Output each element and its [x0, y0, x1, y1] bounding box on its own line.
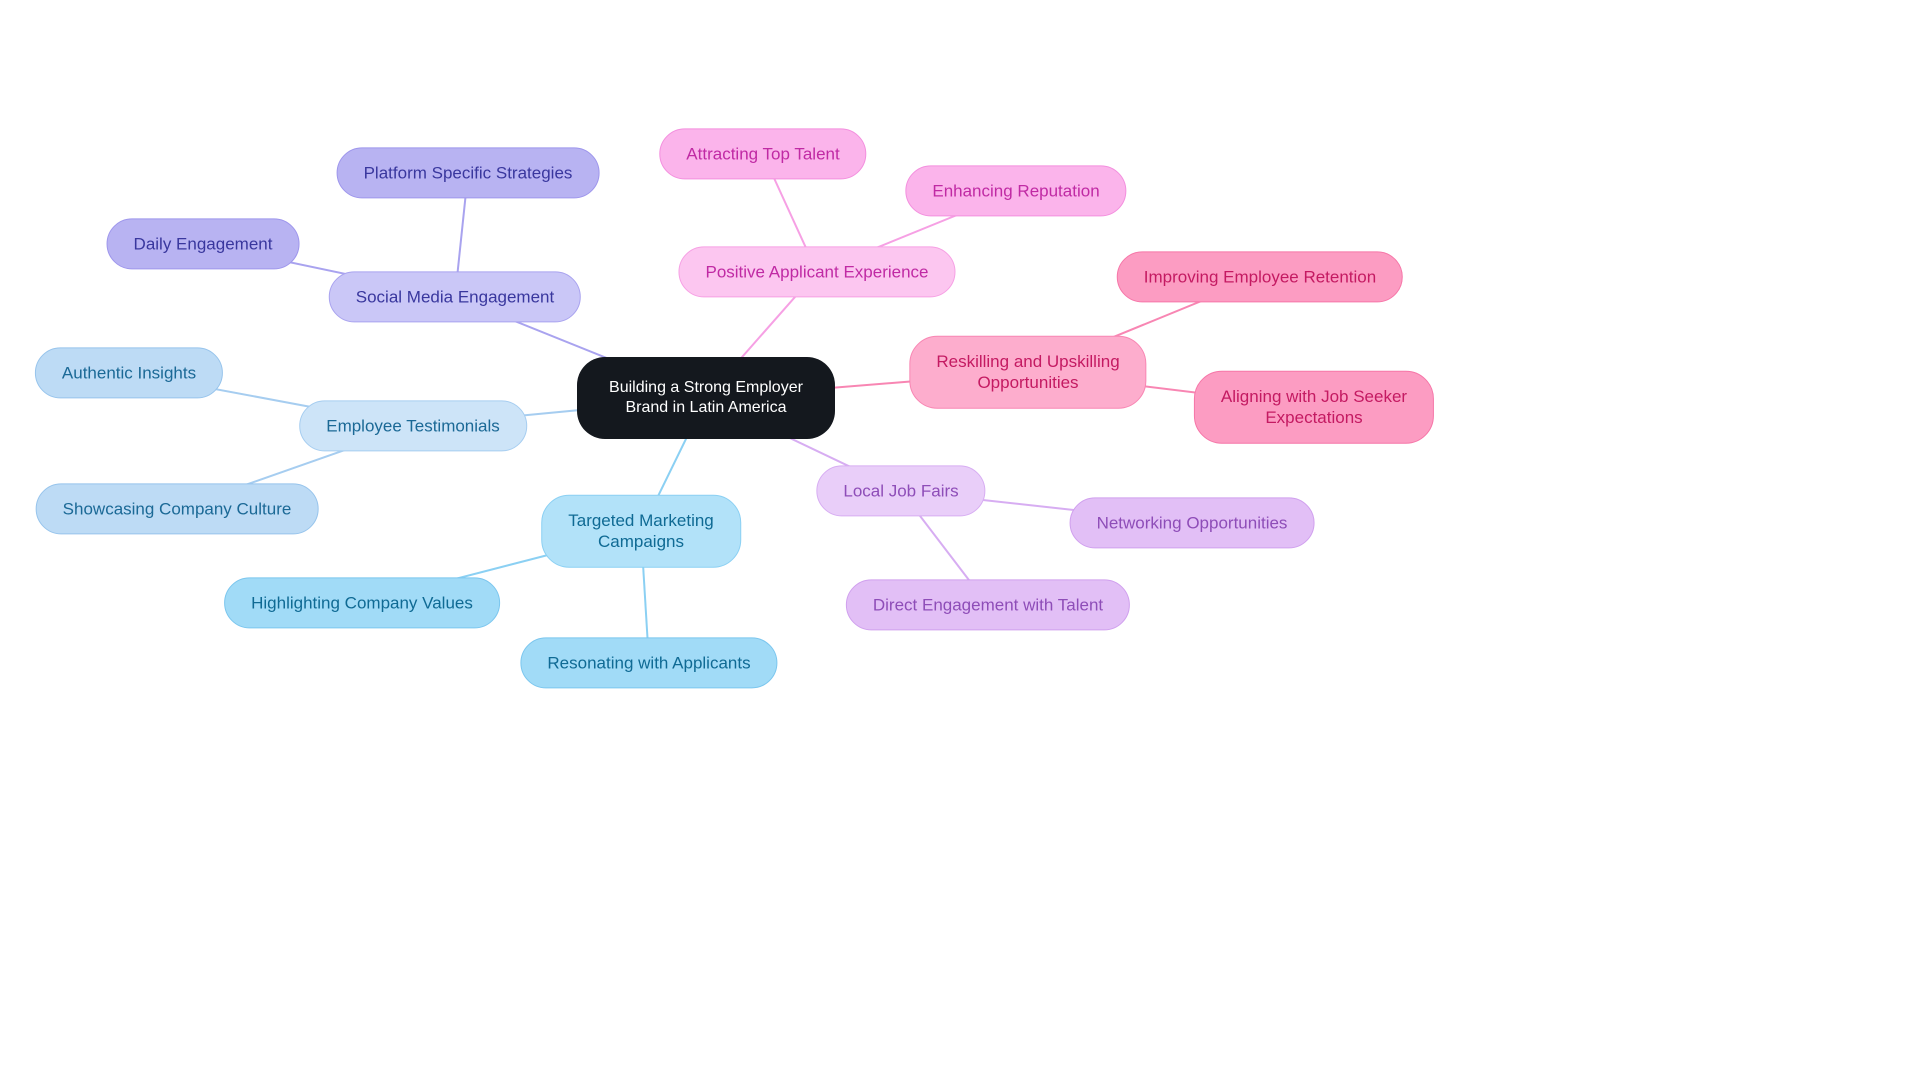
node-label: Employee Testimonials [326, 415, 500, 436]
node-resonating: Resonating with Applicants [520, 637, 777, 688]
node-label: Targeted MarketingCampaigns [568, 510, 714, 553]
node-insights: Authentic Insights [35, 347, 223, 398]
node-jobfairs: Local Job Fairs [816, 465, 985, 516]
node-label: Showcasing Company Culture [63, 498, 292, 519]
node-experience: Positive Applicant Experience [678, 246, 955, 297]
node-label: Authentic Insights [62, 362, 196, 383]
node-daily: Daily Engagement [107, 218, 300, 269]
node-label: Direct Engagement with Talent [873, 594, 1103, 615]
node-label: Highlighting Company Values [251, 592, 473, 613]
node-platform: Platform Specific Strategies [337, 147, 600, 198]
edge-layer [0, 0, 1920, 1083]
node-direct: Direct Engagement with Talent [846, 579, 1130, 630]
node-root: Building a Strong EmployerBrand in Latin… [577, 357, 835, 439]
node-aligning: Aligning with Job SeekerExpectations [1194, 371, 1434, 444]
node-label: Positive Applicant Experience [705, 261, 928, 282]
node-social: Social Media Engagement [329, 271, 581, 322]
node-label: Building a Strong EmployerBrand in Latin… [609, 378, 803, 418]
node-campaigns: Targeted MarketingCampaigns [541, 495, 741, 568]
node-talent: Attracting Top Talent [659, 128, 866, 179]
node-label: Improving Employee Retention [1144, 266, 1376, 287]
node-label: Attracting Top Talent [686, 143, 839, 164]
node-reskilling: Reskilling and UpskillingOpportunities [909, 336, 1146, 409]
node-label: Platform Specific Strategies [364, 162, 573, 183]
node-testimonials: Employee Testimonials [299, 400, 527, 451]
node-label: Resonating with Applicants [547, 652, 750, 673]
node-culture: Showcasing Company Culture [36, 483, 319, 534]
node-retention: Improving Employee Retention [1117, 251, 1403, 302]
node-values: Highlighting Company Values [224, 577, 500, 628]
mindmap-canvas: Building a Strong EmployerBrand in Latin… [0, 0, 1920, 1083]
node-label: Reskilling and UpskillingOpportunities [936, 351, 1119, 394]
node-reputation: Enhancing Reputation [905, 165, 1126, 216]
node-label: Enhancing Reputation [932, 180, 1099, 201]
node-label: Social Media Engagement [356, 286, 554, 307]
node-label: Daily Engagement [134, 233, 273, 254]
node-label: Aligning with Job SeekerExpectations [1221, 386, 1407, 429]
node-label: Local Job Fairs [843, 480, 958, 501]
node-label: Networking Opportunities [1097, 512, 1288, 533]
node-networking: Networking Opportunities [1070, 497, 1315, 548]
